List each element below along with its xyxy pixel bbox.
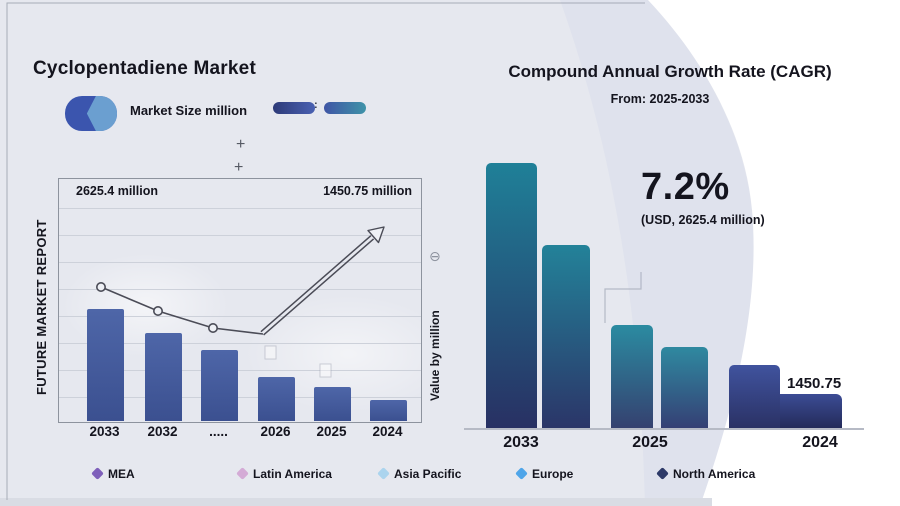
legend-label: Europe (532, 467, 574, 481)
left-x-label: 2026 (260, 424, 291, 439)
growth-arrow (260, 226, 385, 336)
legend-label: Asia Pacific (394, 467, 462, 481)
ratio-separator: : (314, 99, 318, 111)
circled-minus-icon: ⊖ (429, 249, 441, 265)
legend-label: North America (673, 467, 756, 481)
left-bar-2032 (145, 333, 182, 421)
right-bar-4 (661, 347, 708, 429)
step-decor-line (604, 272, 642, 323)
plus-icon: + (236, 136, 246, 153)
right-bar-2 (542, 245, 590, 429)
left-chart-end-value: 1450.75 million (323, 184, 412, 198)
left-bar-2024 (370, 400, 407, 421)
right-x-label: 2033 (503, 434, 539, 451)
market-size-label: Market Size million (130, 103, 248, 118)
right-x-label: 2024 (802, 434, 838, 451)
legend-label: Latin America (253, 467, 332, 481)
left-x-label: 2033 (89, 424, 120, 439)
trend-line-markers (96, 281, 219, 333)
left-x-label: 2025 (316, 424, 347, 439)
legend-label: MEA (108, 467, 135, 481)
bottom-strip (0, 498, 712, 506)
right-x-label: 2025 (632, 434, 668, 451)
left-x-label: 2032 (147, 424, 178, 439)
frame-line (6, 2, 645, 500)
left-x-label: 2024 (372, 424, 403, 439)
page-title: Cyclopentadiene Market (33, 58, 256, 79)
right-bar-5 (729, 365, 780, 429)
cagr-subtitle: From: 2025-2033 (610, 92, 710, 106)
left-bar-2026 (258, 377, 295, 421)
cagr-note: (USD, 2625.4 million) (641, 213, 765, 227)
ratio-pill-right (324, 102, 366, 114)
document-icon (264, 345, 277, 360)
left-bar-2033 (87, 309, 124, 421)
right-bar-3 (611, 325, 653, 429)
ratio-pill-left (273, 102, 315, 114)
cagr-value: 7.2% (641, 166, 730, 208)
trend-line (100, 286, 264, 335)
left-bar-..... (201, 350, 238, 421)
left-chart-start-value: 2625.4 million (76, 184, 158, 198)
left-x-label: ..... (209, 424, 228, 439)
plus-icon: + (234, 159, 244, 176)
right-chart-annotation: 1450.75 (787, 375, 842, 392)
cagr-title: Compound Annual Growth Rate (CAGR) (508, 62, 832, 81)
right-bar-1 (486, 163, 537, 429)
document-icon (319, 363, 332, 378)
white-wedge-shape (648, 0, 900, 506)
market-size-icon (65, 96, 117, 131)
left-bar-2025 (314, 387, 351, 421)
right-chart-axis-line (464, 428, 864, 430)
left-chart-panel (58, 178, 422, 423)
right-bar-6 (780, 394, 842, 429)
